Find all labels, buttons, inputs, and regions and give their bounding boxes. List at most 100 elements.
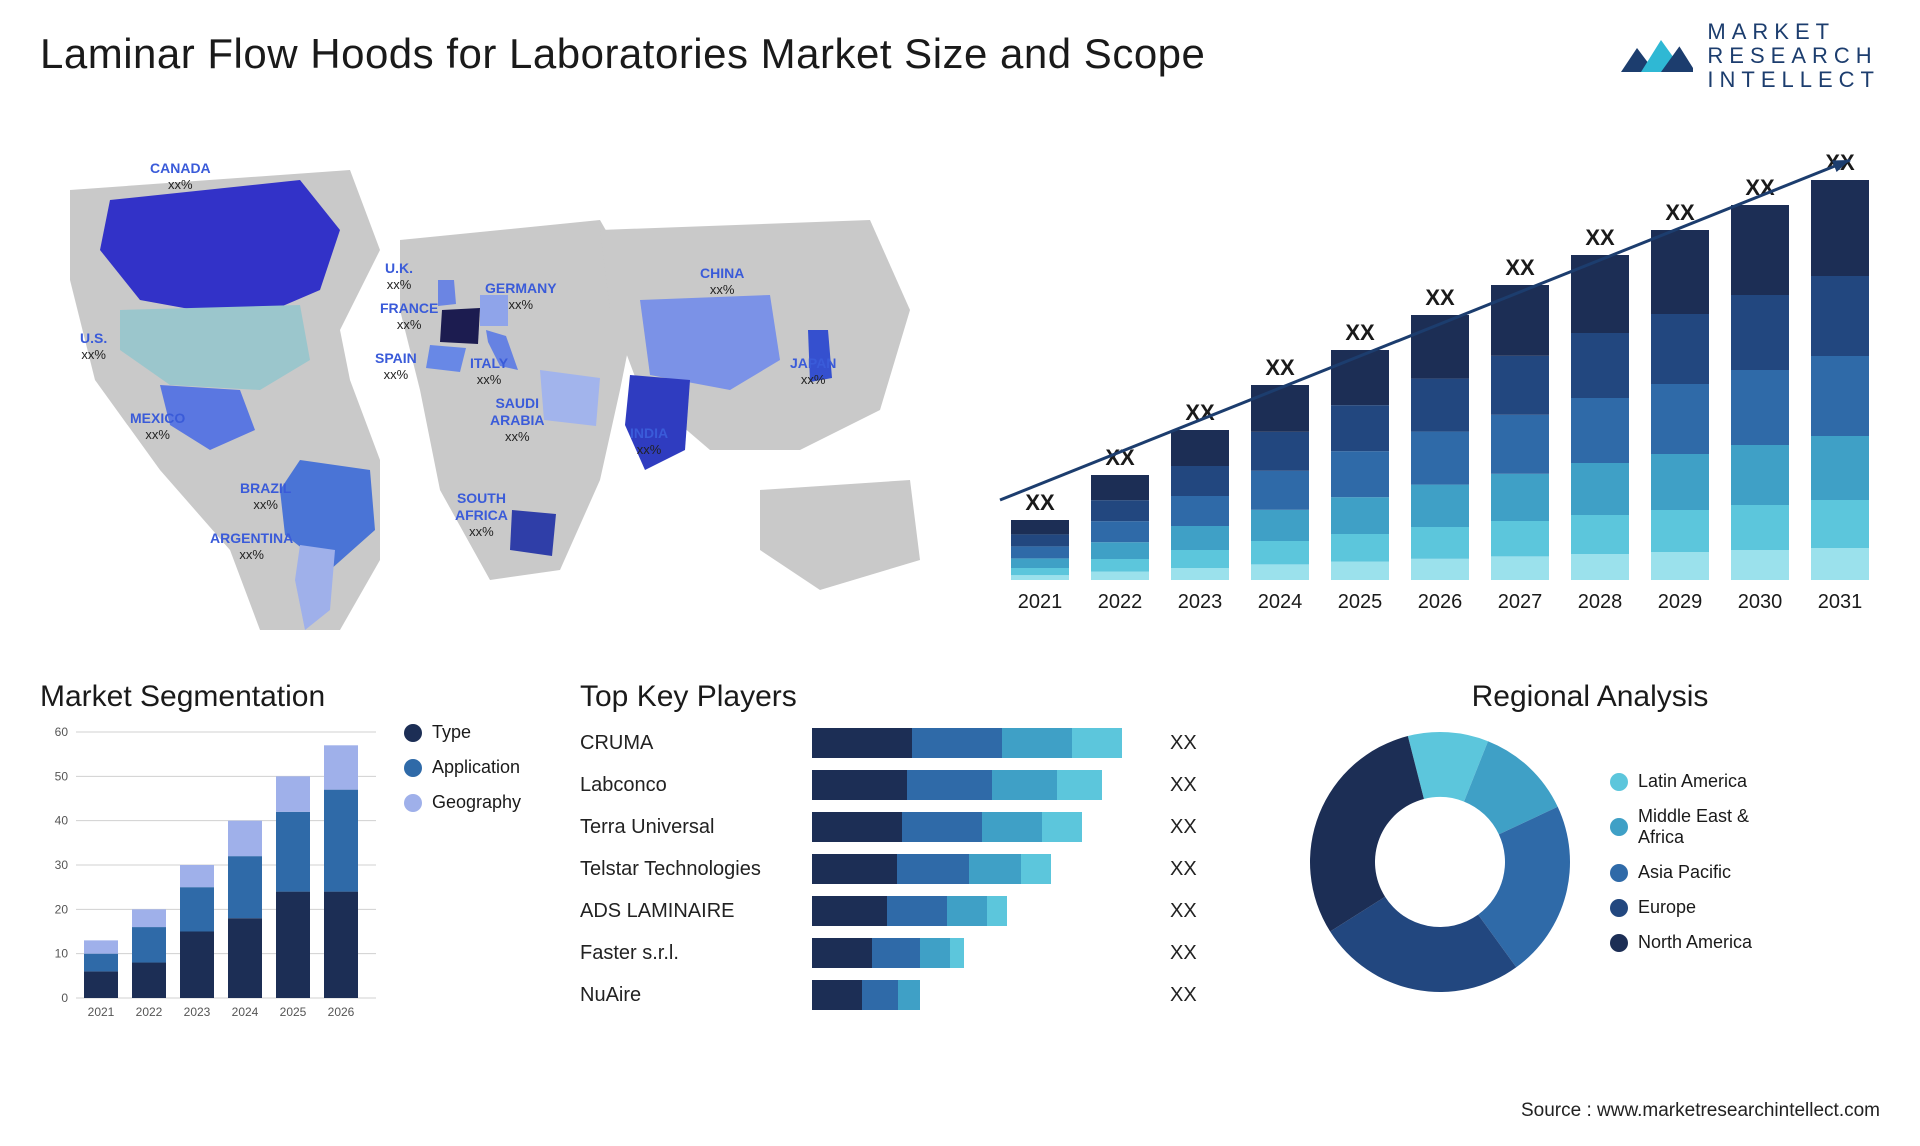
legend-item: Middle East & Africa (1610, 806, 1798, 848)
brand-logo: MARKET RESEARCH INTELLECT (1617, 20, 1880, 93)
forecast-bar-seg (1171, 526, 1229, 550)
seg-bar-seg (180, 932, 214, 999)
forecast-year-label: 2024 (1258, 591, 1303, 613)
forecast-bar-seg (1331, 405, 1389, 451)
seg-year-label: 2022 (136, 1005, 163, 1019)
forecast-bar-seg (1491, 415, 1549, 474)
forecast-year-label: 2030 (1738, 591, 1783, 613)
seg-bar-seg (276, 812, 310, 892)
player-name: NuAire (580, 984, 800, 1007)
map-region-uk (438, 280, 456, 306)
player-bar-seg (898, 980, 920, 1010)
player-value: XX (1170, 942, 1197, 965)
forecast-bar-seg (1411, 559, 1469, 580)
player-bar-seg (947, 896, 987, 926)
player-row: LabconcoXX (580, 764, 1260, 806)
forecast-bar-seg (1171, 496, 1229, 526)
regional-title: Regional Analysis (1300, 680, 1880, 714)
forecast-bar-seg (1811, 500, 1869, 548)
forecast-year-label: 2021 (1018, 591, 1063, 613)
players-list: CRUMAXXLabconcoXXTerra UniversalXXTelsta… (580, 722, 1260, 1016)
seg-bar-seg (180, 887, 214, 931)
seg-bar-seg (84, 940, 118, 953)
legend-item: Type (404, 722, 521, 743)
forecast-bar-seg (1251, 471, 1309, 510)
player-bar-seg (1002, 728, 1072, 758)
forecast-bar-seg (1331, 451, 1389, 497)
svg-text:40: 40 (55, 814, 69, 828)
svg-text:20: 20 (55, 902, 69, 916)
forecast-bar-seg (1091, 475, 1149, 500)
player-bar (812, 938, 1152, 968)
forecast-bar-seg (1651, 510, 1709, 552)
forecast-bar-seg (1571, 398, 1629, 463)
donut-slice (1310, 736, 1424, 931)
source-line: Source : www.marketresearchintellect.com (1521, 1100, 1880, 1122)
forecast-bar-seg (1491, 556, 1549, 580)
forecast-value-label: XX (1505, 255, 1535, 280)
forecast-year-label: 2029 (1658, 591, 1703, 613)
forecast-value-label: XX (1025, 490, 1055, 515)
forecast-bar-seg (1651, 314, 1709, 384)
player-row: ADS LAMINAIREXX (580, 890, 1260, 932)
seg-bar-seg (324, 790, 358, 892)
legend-item: Asia Pacific (1610, 862, 1798, 883)
forecast-bar-seg (1331, 350, 1389, 405)
regional-legend: Latin America Middle East & Africa Asia Pa… (1610, 771, 1798, 953)
legend-item: Latin America (1610, 771, 1798, 792)
forecast-bar-seg (1491, 474, 1549, 521)
world-map: CANADAxx%U.S.xx%MEXICOxx%BRAZILxx%ARGENT… (40, 130, 940, 640)
forecast-bar-seg (1011, 575, 1069, 580)
forecast-bar-seg (1251, 510, 1309, 541)
legend-item: Geography (404, 792, 521, 813)
segmentation-section: Market Segmentation 01020304050602021202… (40, 680, 550, 1022)
seg-bar-seg (228, 821, 262, 856)
forecast-bar-seg (1011, 546, 1069, 558)
map-region-india (625, 375, 690, 470)
player-bar-seg (987, 896, 1007, 926)
forecast-value-label: XX (1665, 200, 1695, 225)
seg-bar-seg (84, 971, 118, 998)
player-name: Faster s.r.l. (580, 942, 800, 965)
seg-bar-seg (228, 918, 262, 998)
player-row: Faster s.r.l. XX (580, 932, 1260, 974)
seg-bar-seg (180, 865, 214, 887)
legend-item: Application (404, 757, 521, 778)
forecast-bar-seg (1571, 333, 1629, 398)
seg-bar-seg (84, 954, 118, 972)
forecast-bar-seg (1091, 559, 1149, 572)
forecast-bar-seg (1811, 356, 1869, 436)
map-region-saudi (540, 370, 600, 426)
forecast-bar-seg (1331, 497, 1389, 534)
map-region-germany (480, 295, 508, 326)
map-region-japan (808, 330, 832, 382)
forecast-value-label: XX (1345, 320, 1375, 345)
forecast-bar-seg (1091, 521, 1149, 542)
player-value: XX (1170, 816, 1197, 839)
player-bar-seg (982, 812, 1042, 842)
player-bar-seg (812, 854, 897, 884)
forecast-bar-seg (1491, 356, 1549, 415)
map-region-france (440, 308, 480, 344)
player-bar-seg (992, 770, 1057, 800)
players-title: Top Key Players (580, 680, 1260, 714)
forecast-value-label: XX (1265, 355, 1295, 380)
seg-year-label: 2024 (232, 1005, 259, 1019)
svg-text:50: 50 (55, 769, 69, 783)
seg-bar-seg (132, 927, 166, 962)
player-value: XX (1170, 900, 1197, 923)
forecast-bar-seg (1491, 521, 1549, 556)
forecast-bar-seg (1811, 548, 1869, 580)
player-bar-seg (1021, 854, 1051, 884)
forecast-bar-seg (1731, 550, 1789, 580)
player-bar-seg (920, 938, 950, 968)
players-section: Top Key Players CRUMAXXLabconcoXXTerra U… (580, 680, 1260, 1016)
player-bar-seg (872, 938, 920, 968)
player-bar-seg (902, 812, 982, 842)
brand-line3: INTELLECT (1707, 68, 1880, 92)
seg-year-label: 2026 (328, 1005, 355, 1019)
player-row: Telstar TechnologiesXX (580, 848, 1260, 890)
player-bar (812, 728, 1152, 758)
seg-year-label: 2025 (280, 1005, 307, 1019)
player-bar-seg (1072, 728, 1122, 758)
